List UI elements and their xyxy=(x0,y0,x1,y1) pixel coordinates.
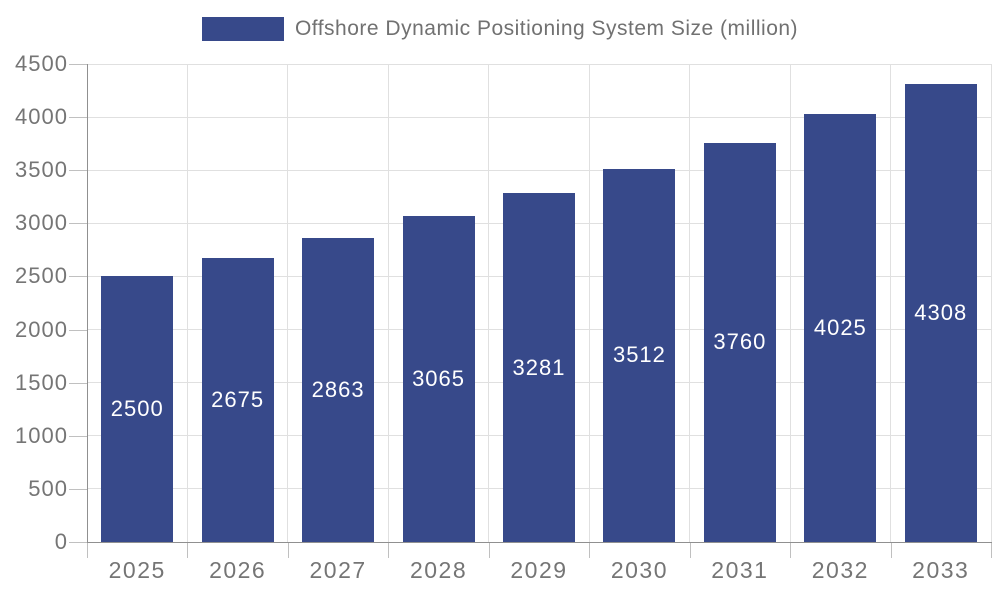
gridline-x-2 xyxy=(287,64,289,542)
y-tick-3000 xyxy=(69,223,87,225)
bar-value-label: 4025 xyxy=(813,315,867,341)
bar-2033[interactable]: 4308 xyxy=(904,84,977,542)
x-tick-6 xyxy=(689,543,691,558)
x-tick-0 xyxy=(87,543,88,558)
bar-value-label: 3760 xyxy=(713,329,767,355)
gridline-y-3500 xyxy=(87,169,991,171)
x-axis-label-2026: 2026 xyxy=(209,557,267,583)
legend-swatch xyxy=(201,17,284,41)
x-axis-label-2025: 2025 xyxy=(108,557,166,583)
bar-2025[interactable]: 2500 xyxy=(101,276,174,542)
y-axis-line xyxy=(87,64,88,542)
y-axis-label-2000: 2000 xyxy=(15,316,68,342)
x-tick-4 xyxy=(488,543,490,558)
x-tick-2 xyxy=(287,543,289,558)
bar-2028[interactable]: 3065 xyxy=(402,216,475,542)
y-tick-3500 xyxy=(69,170,87,172)
gridline-x-8 xyxy=(890,64,892,542)
y-axis-label-1500: 1500 xyxy=(15,369,68,395)
x-tick-5 xyxy=(589,543,591,558)
y-axis-label-3000: 3000 xyxy=(15,210,68,236)
legend-label: Offshore Dynamic Positioning System Size… xyxy=(294,17,799,40)
y-axis-label-0: 0 xyxy=(54,529,68,554)
x-axis-label-2033: 2033 xyxy=(912,557,970,583)
gridline-x-9 xyxy=(990,64,992,542)
x-tick-9 xyxy=(991,543,992,558)
y-axis-label-4500: 4500 xyxy=(15,51,68,76)
chart-legend[interactable]: Offshore Dynamic Positioning System Size… xyxy=(0,15,1000,43)
x-axis-label-2030: 2030 xyxy=(610,557,669,583)
y-axis-label-4000: 4000 xyxy=(15,104,68,130)
x-axis-label-2032: 2032 xyxy=(811,557,869,583)
bar-value-label: 3065 xyxy=(412,366,466,392)
bar-2026[interactable]: 2675 xyxy=(201,257,274,542)
y-axis-label-2500: 2500 xyxy=(15,263,68,289)
y-axis-label-500: 500 xyxy=(28,475,68,501)
x-tick-8 xyxy=(890,543,892,558)
gridline-x-6 xyxy=(689,64,691,542)
y-tick-0 xyxy=(69,542,87,543)
x-tick-1 xyxy=(187,543,189,558)
y-axis-label-3500: 3500 xyxy=(15,157,68,183)
y-tick-1000 xyxy=(69,435,87,437)
y-tick-500 xyxy=(69,488,87,490)
bar-2031[interactable]: 3760 xyxy=(703,142,776,542)
x-axis-label-2029: 2029 xyxy=(510,557,568,583)
x-axis-label-2031: 2031 xyxy=(711,557,769,583)
gridline-x-1 xyxy=(186,64,188,542)
gridline-y-4000 xyxy=(87,116,991,118)
bar-value-label: 3512 xyxy=(612,342,666,368)
y-tick-2500 xyxy=(69,276,87,278)
y-tick-4000 xyxy=(69,117,87,119)
bar-value-label: 2675 xyxy=(211,386,265,412)
bar-value-label: 4308 xyxy=(914,300,968,326)
gridline-y-4500 xyxy=(87,63,991,65)
y-axis-label-1000: 1000 xyxy=(15,422,68,448)
y-tick-4500 xyxy=(69,64,87,65)
gridline-x-7 xyxy=(789,64,791,542)
bar-value-label: 3281 xyxy=(512,354,566,380)
bar-value-label: 2863 xyxy=(311,376,365,402)
gridline-x-4 xyxy=(488,64,490,542)
x-tick-7 xyxy=(790,543,792,558)
x-axis-label-2027: 2027 xyxy=(309,557,367,583)
x-axis-label-2028: 2028 xyxy=(409,557,468,583)
bar-value-label: 2500 xyxy=(110,396,164,422)
gridline-x-5 xyxy=(588,64,590,542)
y-tick-1500 xyxy=(69,382,87,384)
plot-area: 2500 2675 2863 3065 3281 3512 3760 4025 4308 xyxy=(87,63,992,542)
bar-2029[interactable]: 3281 xyxy=(503,193,575,542)
bar-2027[interactable]: 2863 xyxy=(302,237,375,542)
x-axis-line xyxy=(87,542,992,543)
x-tick-3 xyxy=(388,543,390,558)
bar-2030[interactable]: 3512 xyxy=(603,168,676,542)
y-tick-2000 xyxy=(69,329,87,331)
bar-2032[interactable]: 4025 xyxy=(804,114,877,542)
gridline-x-3 xyxy=(387,64,389,542)
